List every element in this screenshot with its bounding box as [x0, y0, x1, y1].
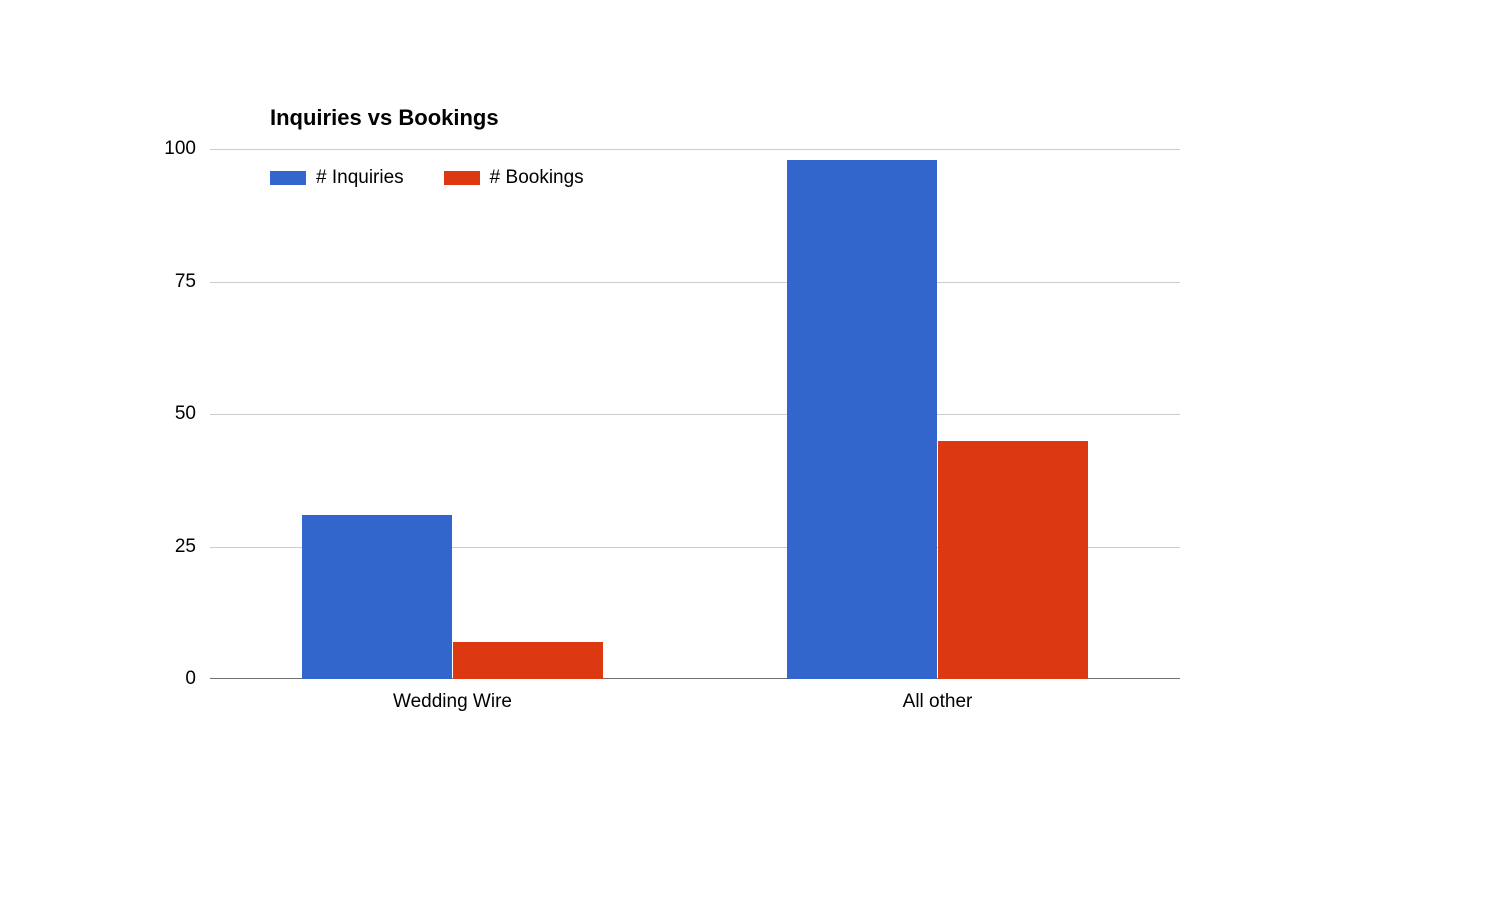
y-tick-label: 25: [175, 536, 210, 558]
gridline: [210, 414, 1180, 415]
legend-item: # Bookings: [444, 167, 584, 189]
legend-swatch: [444, 171, 480, 185]
bar: [787, 160, 937, 679]
y-tick-label: 50: [175, 403, 210, 425]
bar-chart: Inquiries vs Bookings 0255075100Wedding …: [210, 105, 1180, 679]
bar: [453, 642, 603, 679]
y-tick-label: 100: [164, 138, 210, 160]
chart-title: Inquiries vs Bookings: [270, 105, 1180, 131]
gridline: [210, 282, 1180, 283]
legend-label: # Inquiries: [316, 167, 404, 189]
plot-area: 0255075100Wedding WireAll other# Inquiri…: [210, 149, 1180, 679]
legend: # Inquiries # Bookings: [270, 167, 584, 189]
gridline: [210, 149, 1180, 150]
legend-swatch: [270, 171, 306, 185]
legend-label: # Bookings: [490, 167, 584, 189]
y-tick-label: 0: [185, 668, 210, 690]
x-tick-label: All other: [903, 679, 973, 713]
bar: [302, 515, 452, 679]
legend-item: # Inquiries: [270, 167, 404, 189]
y-tick-label: 75: [175, 271, 210, 293]
bar: [938, 441, 1088, 680]
x-tick-label: Wedding Wire: [393, 679, 512, 713]
